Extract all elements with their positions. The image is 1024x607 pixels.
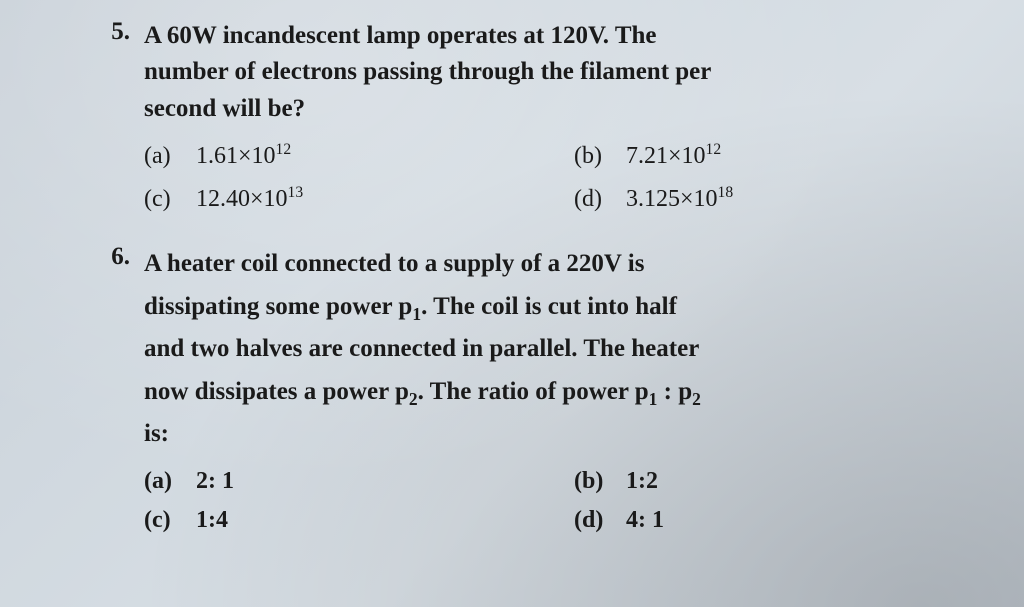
q5-option-c-base: 12.40×10 [196, 186, 288, 212]
q5-option-b-label: (b) [574, 141, 616, 172]
q6-option-d: (d) 4: 1 [574, 505, 974, 536]
q6-option-b-label: (b) [574, 466, 616, 497]
question-6-header: 6. A heater coil connected to a supply o… [100, 243, 974, 456]
q6-sub1a: 1 [412, 304, 421, 324]
q5-option-b-base: 7.21×10 [626, 143, 706, 169]
q6-option-d-value: 4: 1 [626, 505, 664, 536]
q5-option-a-exp: 12 [276, 141, 292, 158]
q5-option-c-value: 12.40×1013 [196, 184, 303, 215]
q6-line4c: : p [657, 378, 692, 405]
q5-option-c-exp: 13 [288, 184, 304, 201]
question-5-number: 5. [100, 18, 130, 127]
q6-sub2b: 2 [692, 389, 701, 409]
q5-option-a-label: (a) [144, 141, 186, 172]
q6-line5: is: [144, 420, 169, 447]
q6-option-a: (a) 2: 1 [144, 466, 544, 497]
q6-option-b: (b) 1:2 [574, 466, 974, 497]
question-5: 5. A 60W incandescent lamp operates at 1… [100, 18, 974, 215]
q5-option-c-label: (c) [144, 184, 186, 215]
q5-option-b-exp: 12 [706, 141, 722, 158]
q6-line4a: now dissipates a power p [144, 378, 409, 405]
q5-option-a-value: 1.61×1012 [196, 141, 291, 172]
q6-option-b-value: 1:2 [626, 466, 658, 497]
question-6-text: A heater coil connected to a supply of a… [144, 243, 974, 456]
q5-line1: A 60W incandescent lamp operates at 120V… [144, 22, 657, 49]
question-5-text: A 60W incandescent lamp operates at 120V… [144, 18, 974, 127]
q5-option-b: (b) 7.21×1012 [574, 141, 974, 172]
q6-line4b: . The ratio of power p [418, 378, 649, 405]
q5-option-d: (d) 3.125×1018 [574, 184, 974, 215]
question-6-options: (a) 2: 1 (b) 1:2 (c) 1:4 (d) 4: 1 [144, 466, 974, 536]
q6-line2b: . The coil is cut into half [421, 293, 677, 320]
q5-option-d-exp: 18 [718, 184, 734, 201]
q6-line1: A heater coil connected to a supply of a… [144, 250, 644, 277]
q6-option-c-label: (c) [144, 505, 186, 536]
q5-option-d-label: (d) [574, 184, 616, 215]
question-6-number: 6. [100, 243, 130, 456]
q6-option-c: (c) 1:4 [144, 505, 544, 536]
q6-option-d-label: (d) [574, 505, 616, 536]
q5-option-c: (c) 12.40×1013 [144, 184, 544, 215]
q5-line3: second will be? [144, 95, 305, 122]
q5-option-a-base: 1.61×10 [196, 143, 276, 169]
question-5-header: 5. A 60W incandescent lamp operates at 1… [100, 18, 974, 127]
q6-line3: and two halves are connected in parallel… [144, 335, 699, 362]
question-6: 6. A heater coil connected to a supply o… [100, 243, 974, 536]
q5-option-a: (a) 1.61×1012 [144, 141, 544, 172]
q5-line2: number of electrons passing through the … [144, 58, 711, 85]
q5-option-d-base: 3.125×10 [626, 186, 718, 212]
q6-option-a-value: 2: 1 [196, 466, 234, 497]
question-5-options: (a) 1.61×1012 (b) 7.21×1012 (c) 12.40×10… [144, 141, 974, 215]
q6-sub2a: 2 [409, 389, 418, 409]
q6-option-a-label: (a) [144, 466, 186, 497]
q5-option-d-value: 3.125×1018 [626, 184, 733, 215]
q5-option-b-value: 7.21×1012 [626, 141, 721, 172]
q6-option-c-value: 1:4 [196, 505, 228, 536]
q6-line2a: dissipating some power p [144, 293, 412, 320]
